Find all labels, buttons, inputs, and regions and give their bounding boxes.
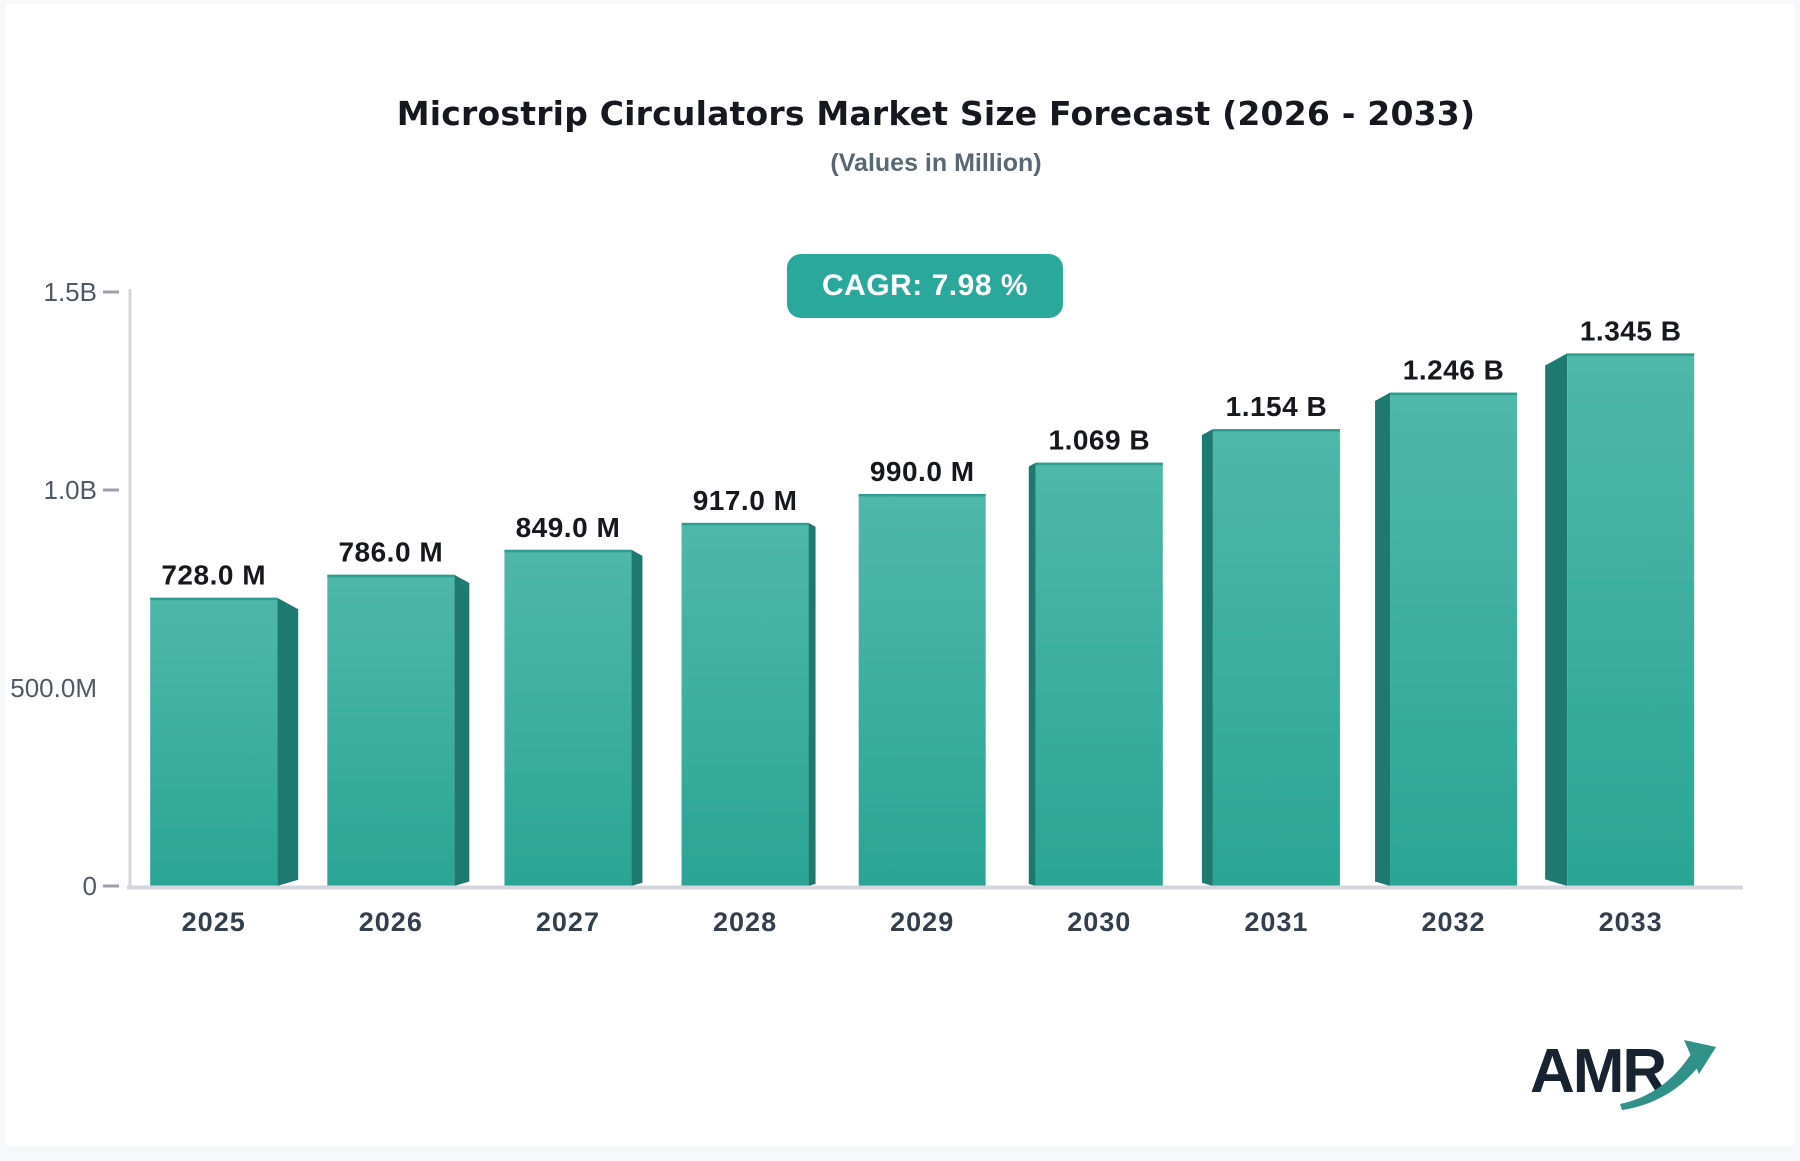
chart-subtitle: (Values in Million) [830, 149, 1042, 177]
y-axis-tick [103, 488, 119, 492]
bar-value-label: 990.0 M [870, 456, 975, 487]
bar-front-face [681, 522, 809, 886]
bar-front-face [327, 574, 455, 886]
y-axis-label: 500.0M [10, 673, 97, 703]
y-axis-tick [103, 290, 119, 294]
x-axis-label-2025: 2025 [182, 907, 246, 937]
bar-top-edge [150, 597, 278, 601]
amr-logo-canvas: AMR [1530, 1037, 1716, 1110]
bar-top-edge [858, 493, 986, 497]
bar-side-face [808, 522, 816, 886]
bar-2027[interactable]: 849.0 M 2027 [504, 512, 643, 937]
y-axis-tick [103, 884, 119, 888]
bar-2033[interactable]: 1.345 B 2033 [1545, 315, 1695, 937]
x-axis-label-2026: 2026 [359, 907, 423, 937]
x-axis-label-2027: 2027 [536, 907, 600, 937]
bar-2030[interactable]: 1.069 B 2030 [1028, 425, 1163, 937]
x-axis-label-2031: 2031 [1244, 907, 1308, 937]
y-axis-line [128, 289, 132, 888]
y-axis-label: 1.5B [44, 277, 98, 307]
bar-2029[interactable]: 990.0 M 2029 [858, 456, 986, 937]
bar-2032[interactable]: 1.246 B 2032 [1375, 355, 1518, 937]
amr-logo-text: AMR [1530, 1037, 1666, 1106]
bar-2025[interactable]: 728.0 M 2025 [150, 560, 299, 937]
bar-value-label: 728.0 M [161, 560, 266, 591]
y-axis-label: 0 [83, 871, 97, 901]
bar-top-edge [1390, 392, 1518, 396]
bar-side-face [1028, 462, 1036, 886]
bar-front-face [1390, 392, 1518, 886]
bar-front-face [1035, 462, 1163, 886]
bar-2031[interactable]: 1.154 B 2031 [1201, 391, 1340, 937]
bar-top-edge [681, 522, 809, 526]
x-axis-line [127, 885, 1743, 890]
x-axis-label-2030: 2030 [1067, 907, 1131, 937]
bar-side-face [454, 574, 470, 886]
bar-2028[interactable]: 917.0 M 2028 [681, 485, 816, 937]
x-axis-label-2033: 2033 [1599, 907, 1663, 937]
cagr-badge: CAGR: 7.98 % [786, 254, 1064, 318]
bar-top-edge [504, 549, 632, 553]
bar-top-edge [1212, 429, 1340, 432]
bar-value-label: 1.246 B [1403, 355, 1505, 386]
bar-front-face [150, 597, 278, 886]
y-axis-label: 1.0B [44, 475, 98, 505]
bar-top-edge [1567, 353, 1695, 356]
chart-title: Microstrip Circulators Market Size Forec… [396, 94, 1476, 133]
logo-arrow-icon [1620, 1040, 1716, 1110]
bar-side-face [631, 549, 643, 886]
x-axis-label-2028: 2028 [713, 907, 777, 937]
amr-logo: AMR [1528, 1032, 1728, 1118]
bar-front-face [1567, 353, 1695, 886]
x-axis-label-2029: 2029 [890, 907, 954, 937]
bar-side-face [1201, 429, 1213, 886]
bar-top-edge [327, 574, 455, 578]
x-axis-label-2032: 2032 [1422, 907, 1486, 937]
bar-side-face [1375, 392, 1391, 886]
bar-value-label: 1.069 B [1049, 425, 1151, 456]
bar-side-face [277, 597, 299, 886]
bar-value-label: 786.0 M [338, 537, 443, 568]
bar-value-label: 917.0 M [693, 485, 798, 516]
bar-top-edge [1035, 462, 1163, 466]
bar-front-face [1212, 429, 1340, 886]
bar-side-face [1545, 353, 1568, 886]
bar-front-face [858, 493, 986, 886]
bar-2026[interactable]: 786.0 M 2026 [327, 537, 470, 937]
bar-value-label: 1.154 B [1226, 391, 1328, 422]
bar-value-label: 1.345 B [1580, 315, 1682, 346]
bar-value-label: 849.0 M [516, 512, 621, 543]
bar-front-face [504, 549, 632, 886]
